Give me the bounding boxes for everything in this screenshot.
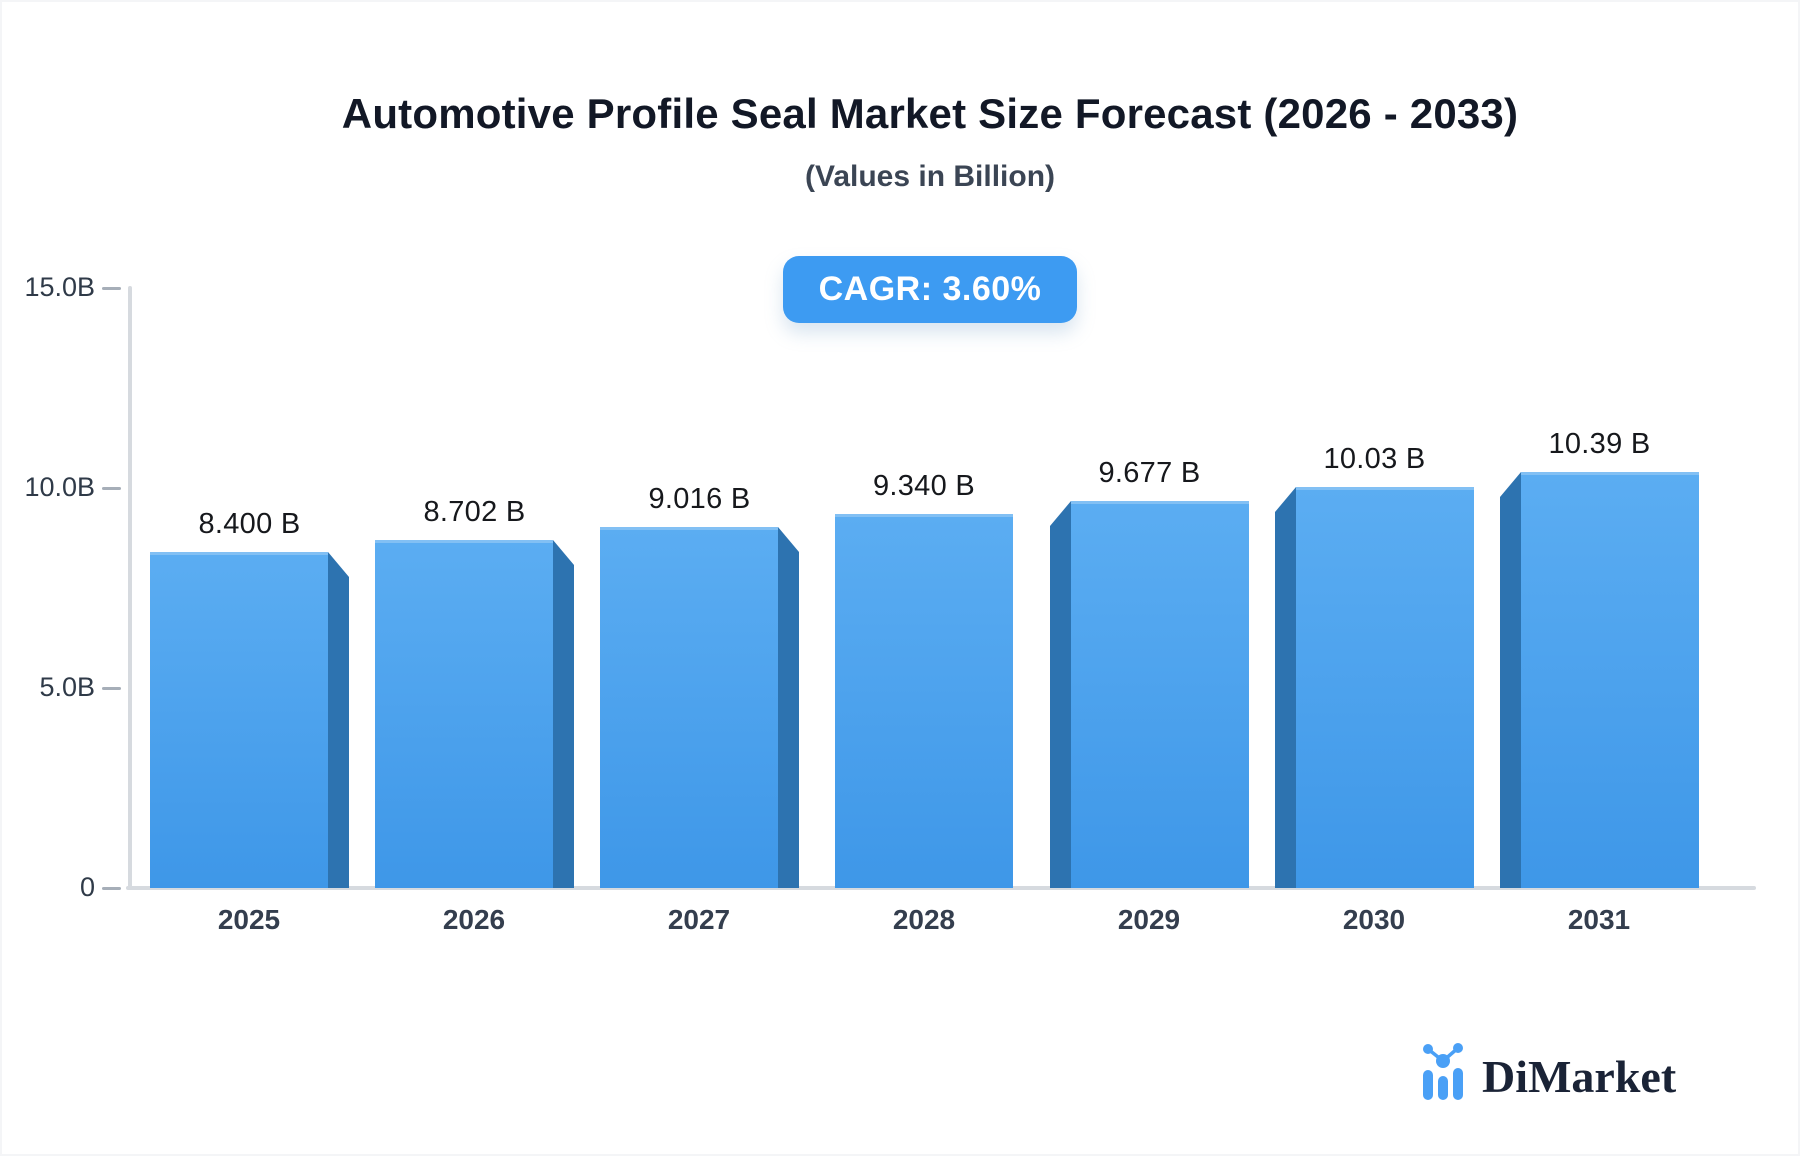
x-axis-label-2030: 2030 <box>1342 904 1406 935</box>
bar-value-label: 9.016 B <box>648 483 751 515</box>
bar-front-face <box>600 527 778 888</box>
y-axis-tick-label: 15.0B <box>24 272 95 302</box>
bar-value-label: 10.03 B <box>1323 443 1426 475</box>
chart-subtitle: (Values in Billion) <box>804 160 1056 193</box>
bar-side-face <box>1500 472 1521 888</box>
cagr-badge-row: CAGR: 3.60% <box>30 256 1800 323</box>
bar-2027 <box>600 527 799 888</box>
x-axis-label-2029: 2029 <box>1117 904 1181 935</box>
y-axis-tick-mark <box>102 287 121 290</box>
bar-front-face <box>1071 501 1249 888</box>
y-axis-tick-mark <box>102 887 121 890</box>
bar-front-face <box>1296 487 1474 888</box>
logo-wordmark: DiMarket <box>1482 1051 1677 1102</box>
bar-2025 <box>150 552 349 888</box>
y-axis-line <box>128 286 132 890</box>
bar-front-face <box>150 552 328 888</box>
cagr-badge: CAGR: 3.60% <box>782 256 1078 323</box>
bar-2030 <box>1275 487 1474 888</box>
bar-2028 <box>835 514 1013 888</box>
bar-2026 <box>375 540 574 888</box>
x-axis-label-2031: 2031 <box>1567 904 1631 935</box>
y-axis-tick-mark <box>102 687 121 690</box>
bar-value-label: 8.702 B <box>423 496 526 528</box>
bar-front-face <box>1521 472 1699 888</box>
x-axis-label-2027: 2027 <box>667 904 731 935</box>
chart-title: Automotive Profile Seal Market Size Fore… <box>341 90 1519 137</box>
y-axis-tick-label: 5.0B <box>39 672 95 702</box>
bar-2031 <box>1500 472 1699 888</box>
bar-front-face <box>375 540 553 888</box>
x-axis-label-2025: 2025 <box>217 904 281 935</box>
x-axis-line <box>126 886 1756 890</box>
bar-value-label: 10.39 B <box>1548 428 1651 460</box>
y-axis-tick-label: 0 <box>79 872 95 902</box>
bar-side-face <box>1275 487 1296 888</box>
bar-side-face <box>778 527 799 888</box>
y-axis-tick-mark <box>102 487 121 490</box>
bar-side-face <box>1050 501 1071 888</box>
x-axis-label-2026: 2026 <box>442 904 506 935</box>
bar-value-label: 9.340 B <box>872 470 976 502</box>
bar-side-face <box>553 540 574 888</box>
bar-chart-trend-icon <box>1423 1043 1463 1100</box>
bar-front-face <box>835 514 1013 888</box>
bar-side-face <box>328 552 349 888</box>
dimarket-logo: DiMarket <box>1418 1036 1676 1102</box>
bar-value-label: 8.400 B <box>198 508 301 540</box>
bar-2029 <box>1050 501 1249 888</box>
x-axis-label-2028: 2028 <box>892 904 956 935</box>
y-axis-tick-label: 10.0B <box>24 472 95 502</box>
bar-value-label: 9.677 B <box>1098 457 1201 489</box>
